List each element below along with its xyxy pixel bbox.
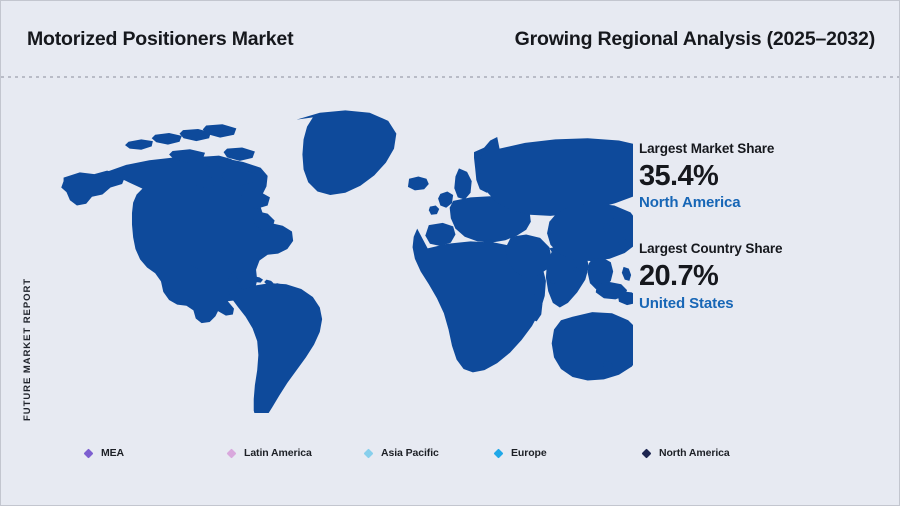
stat-block-market-share: Largest Market Share 35.4% North America (639, 141, 879, 211)
map-legend: MEA Latin America Asia Pacific Europe No… (83, 447, 815, 459)
legend-marker-icon (641, 448, 652, 458)
legend-item-label: Asia Pacific (381, 447, 439, 459)
brand-vertical-label-wrap: FUTURE MARKET REPORT (22, 231, 49, 421)
page-title: Motorized Positioners Market (27, 27, 294, 50)
world-map-landmasses (61, 110, 633, 413)
stat-value: 35.4% (639, 160, 719, 192)
stat-block-country-share: Largest Country Share 20.7% United State… (639, 241, 879, 311)
stat-value: 20.7% (639, 260, 719, 293)
legend-item-latin-america[interactable]: Latin America (226, 447, 365, 459)
brand-vertical-label: FUTURE MARKET REPORT (22, 277, 33, 421)
legend-item-europe[interactable]: Europe (493, 447, 643, 459)
stat-label: Largest Country Share (639, 241, 783, 257)
legend-item-label: MEA (101, 447, 125, 459)
legend-marker-icon (363, 448, 374, 458)
legend-marker-icon (83, 448, 94, 458)
stat-region: North America (639, 194, 741, 212)
legend-item-label: Europe (511, 447, 547, 459)
header-divider (1, 76, 899, 78)
legend-marker-icon (226, 448, 237, 458)
stat-label: Largest Market Share (639, 141, 775, 156)
legend-item-mea[interactable]: MEA (83, 447, 228, 459)
header-subtitle: Growing Regional Analysis (2025–2032) (514, 27, 876, 50)
header-bar: Motorized Positioners Market Growing Reg… (1, 1, 899, 77)
legend-item-north-america[interactable]: North America (641, 447, 730, 459)
stats-panel: Largest Market Share 35.4% North America… (639, 141, 879, 312)
legend-item-label: Latin America (244, 447, 312, 459)
legend-item-asia-pacific[interactable]: Asia Pacific (363, 447, 495, 459)
legend-marker-icon (493, 448, 504, 458)
world-map-svg (61, 110, 633, 413)
world-map (53, 93, 633, 413)
legend-item-label: North America (659, 447, 730, 459)
stat-region: United States (639, 294, 734, 312)
